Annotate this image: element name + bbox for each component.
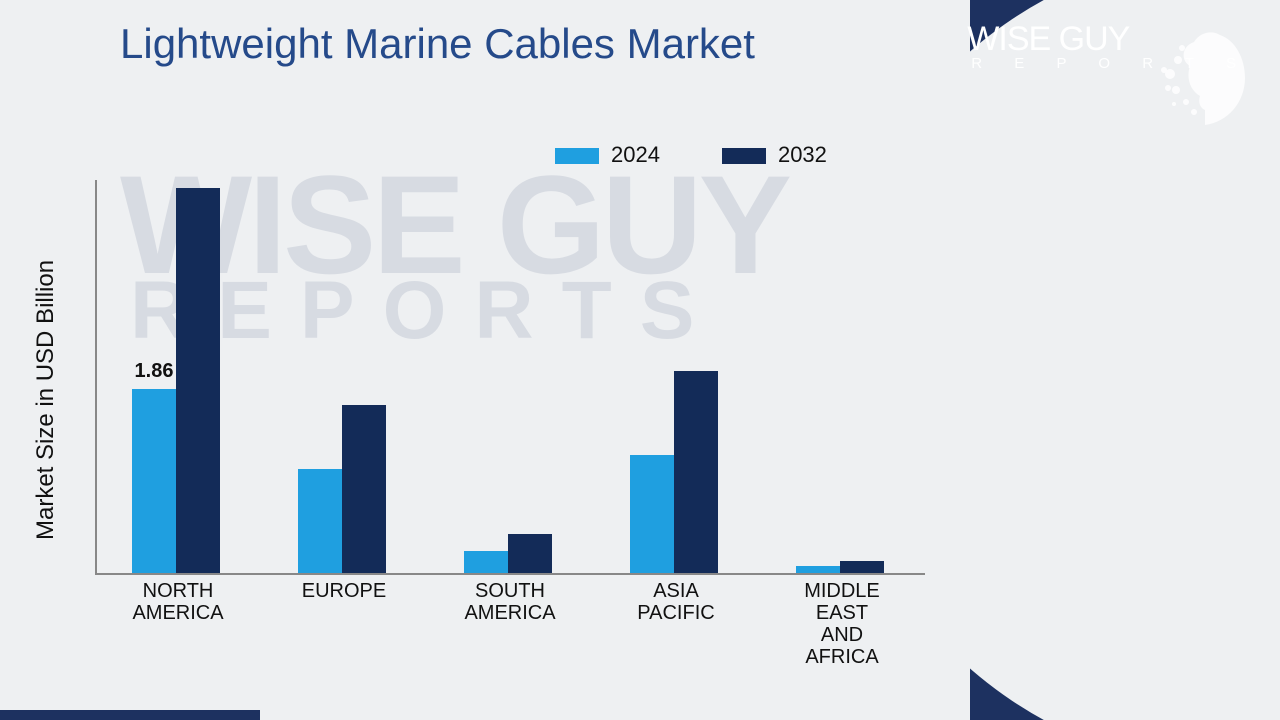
y-axis-label: Market Size in USD Billion [32, 260, 60, 540]
category-label: ASIAPACIFIC [593, 580, 759, 624]
brand-name: WISE GUY [967, 20, 1250, 59]
stage: WISE GUY REPORTS WISE GUY R E P O R T S … [0, 0, 1280, 720]
bar-2032 [342, 405, 386, 573]
legend-item-2024: 2024 [555, 142, 660, 168]
bar-2032 [840, 561, 884, 573]
bar-2032 [508, 534, 552, 574]
legend-item-2032: 2032 [722, 142, 827, 168]
legend-swatch-2032 [722, 148, 766, 164]
bar-2024 [298, 469, 342, 573]
bar-2024 [796, 566, 840, 573]
legend-swatch-2024 [555, 148, 599, 164]
bar-2024 [630, 455, 674, 574]
category-label: SOUTHAMERICA [427, 580, 593, 624]
bar-2024 [464, 551, 508, 573]
bar-2032 [674, 371, 718, 573]
bar-value-label: 1.86 [124, 360, 184, 383]
legend: 2024 2032 [555, 142, 827, 168]
brand-sub: R E P O R T S [971, 55, 1250, 72]
category-label: EUROPE [261, 580, 427, 602]
bar-2024 [132, 389, 176, 573]
category-label: MIDDLEEASTANDAFRICA [759, 580, 925, 668]
plot-area: 1.86 [95, 180, 925, 575]
chart-title: Lightweight Marine Cables Market [120, 20, 755, 68]
brand-logo: WISE GUY R E P O R T S [967, 20, 1250, 72]
legend-label-2032: 2032 [778, 142, 827, 167]
bottom-accent-bar [0, 710, 260, 720]
category-label: NORTHAMERICA [95, 580, 261, 624]
legend-label-2024: 2024 [611, 142, 660, 167]
